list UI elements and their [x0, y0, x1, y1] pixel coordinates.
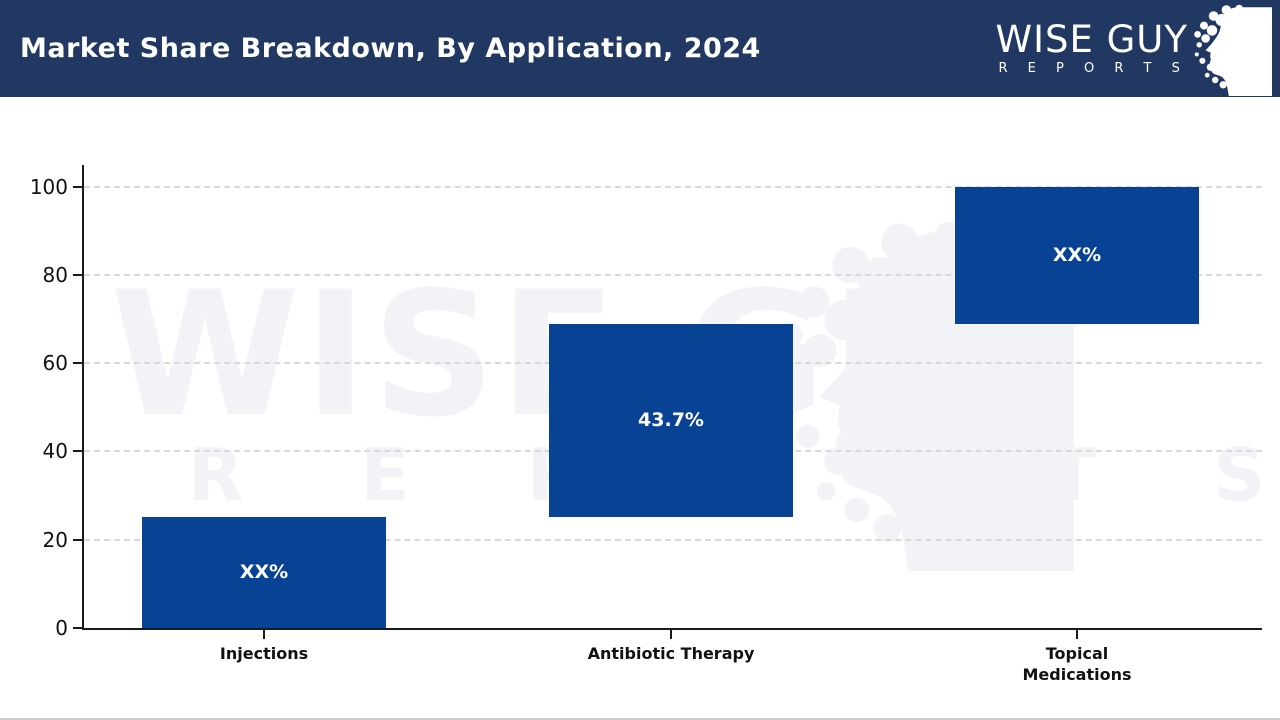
y-tick-label-100: 100 [29, 174, 68, 199]
bar-chart: WISE GUY R E P O R T S 020406080100XX%In… [0, 97, 1280, 720]
y-tick-label-20: 20 [42, 527, 68, 552]
y-tick-label-40: 40 [42, 439, 68, 464]
logo-wordmark: WISE GUY R E P O R T S [996, 21, 1188, 76]
y-tick-label-80: 80 [42, 262, 68, 287]
category-label-0: Injections [219, 644, 309, 663]
bar-value-label-2: XX% [1052, 244, 1102, 267]
logo-wordmark-line2: R E P O R T S [998, 61, 1188, 76]
y-tick-80 [73, 273, 82, 276]
y-tick-20 [73, 538, 82, 541]
header: Market Share Breakdown, By Application, … [0, 0, 1280, 97]
category-label-2: Topical Medications [1022, 644, 1132, 684]
bar-2 [955, 186, 1199, 324]
y-axis-spine [82, 165, 84, 630]
gridline-100 [84, 185, 1262, 188]
x-tick-1 [670, 630, 672, 639]
y-tick-100 [73, 185, 82, 188]
x-tick-2 [1076, 630, 1078, 639]
gridline-20 [84, 538, 1262, 541]
bar-value-label-1: 43.7% [638, 409, 704, 432]
y-tick-60 [73, 362, 82, 365]
x-tick-0 [263, 630, 265, 639]
logo-wordmark-line1: WISE GUY [995, 18, 1188, 61]
wise-guy-reports-logo: WISE GUY R E P O R T S [996, 0, 1274, 97]
logo-face-icon [1190, 4, 1274, 96]
y-tick-40 [73, 450, 82, 453]
chart-title: Market Share Breakdown, By Application, … [20, 33, 761, 64]
gridline-80 [84, 273, 1262, 276]
bar-1 [549, 323, 793, 517]
bar-value-label-0: XX% [239, 561, 289, 584]
x-axis-spine [82, 628, 1262, 630]
bottom-border-line [0, 718, 1280, 720]
y-tick-label-0: 0 [55, 616, 68, 640]
category-label-1: Antibiotic Therapy [587, 644, 755, 663]
y-tick-0 [73, 627, 82, 629]
bar-0 [142, 516, 386, 628]
y-tick-label-60: 60 [42, 351, 68, 376]
